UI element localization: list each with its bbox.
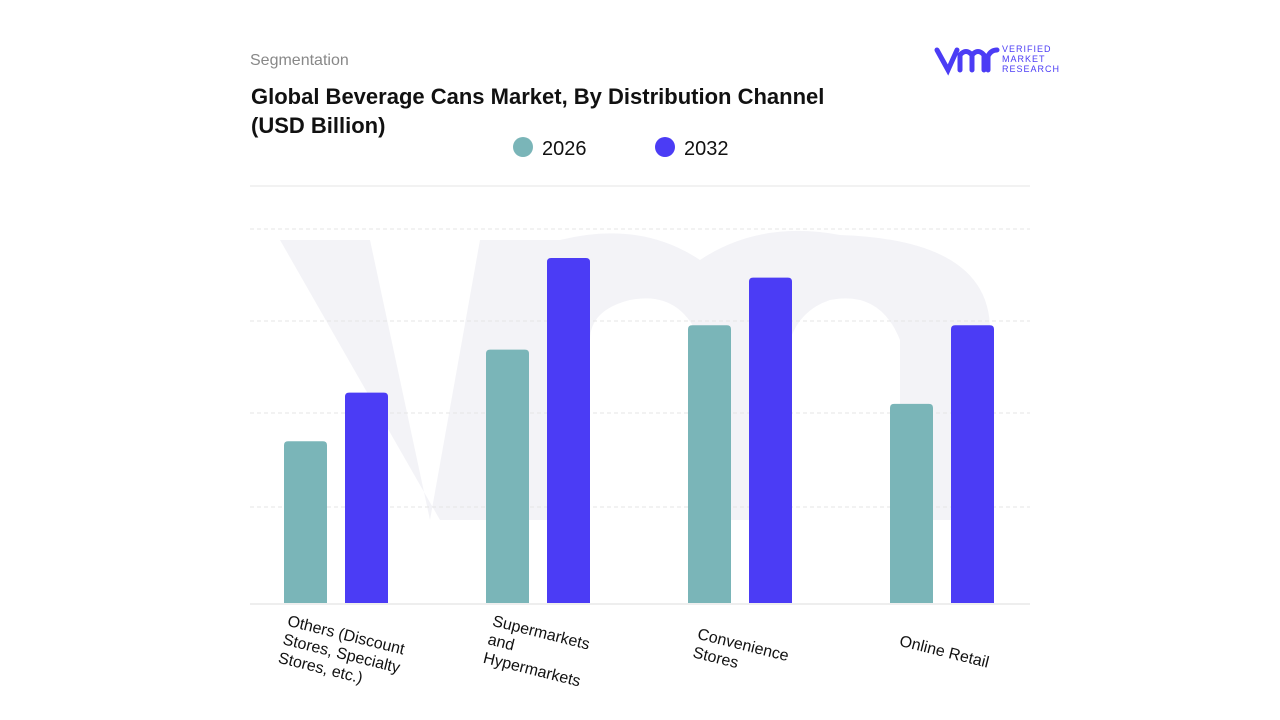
- logo-mark: [934, 47, 1000, 76]
- logo-text: VERIFIED: [1002, 44, 1052, 54]
- watermark: [280, 230, 990, 520]
- bar: [345, 392, 388, 603]
- legend-swatch: [655, 137, 675, 157]
- legend-label: 2026: [542, 138, 587, 160]
- bar: [547, 257, 590, 603]
- bar: [749, 277, 792, 603]
- bar: [890, 403, 933, 603]
- logo-text: RESEARCH: [1002, 64, 1060, 74]
- bar: [688, 325, 731, 603]
- bar: [951, 325, 994, 603]
- chart-title: Global Beverage Cans Market, By Distribu…: [251, 84, 824, 109]
- bar: [486, 349, 529, 603]
- legend-swatch: [513, 137, 533, 157]
- section-label: Segmentation: [250, 52, 349, 69]
- logo-text: MARKET: [1002, 54, 1046, 64]
- logo: VERIFIED MARKET RESEARCH: [934, 44, 1060, 76]
- legend-label: 2032: [684, 138, 729, 160]
- chart-subtitle: (USD Billion): [251, 113, 385, 138]
- bar: [284, 441, 327, 603]
